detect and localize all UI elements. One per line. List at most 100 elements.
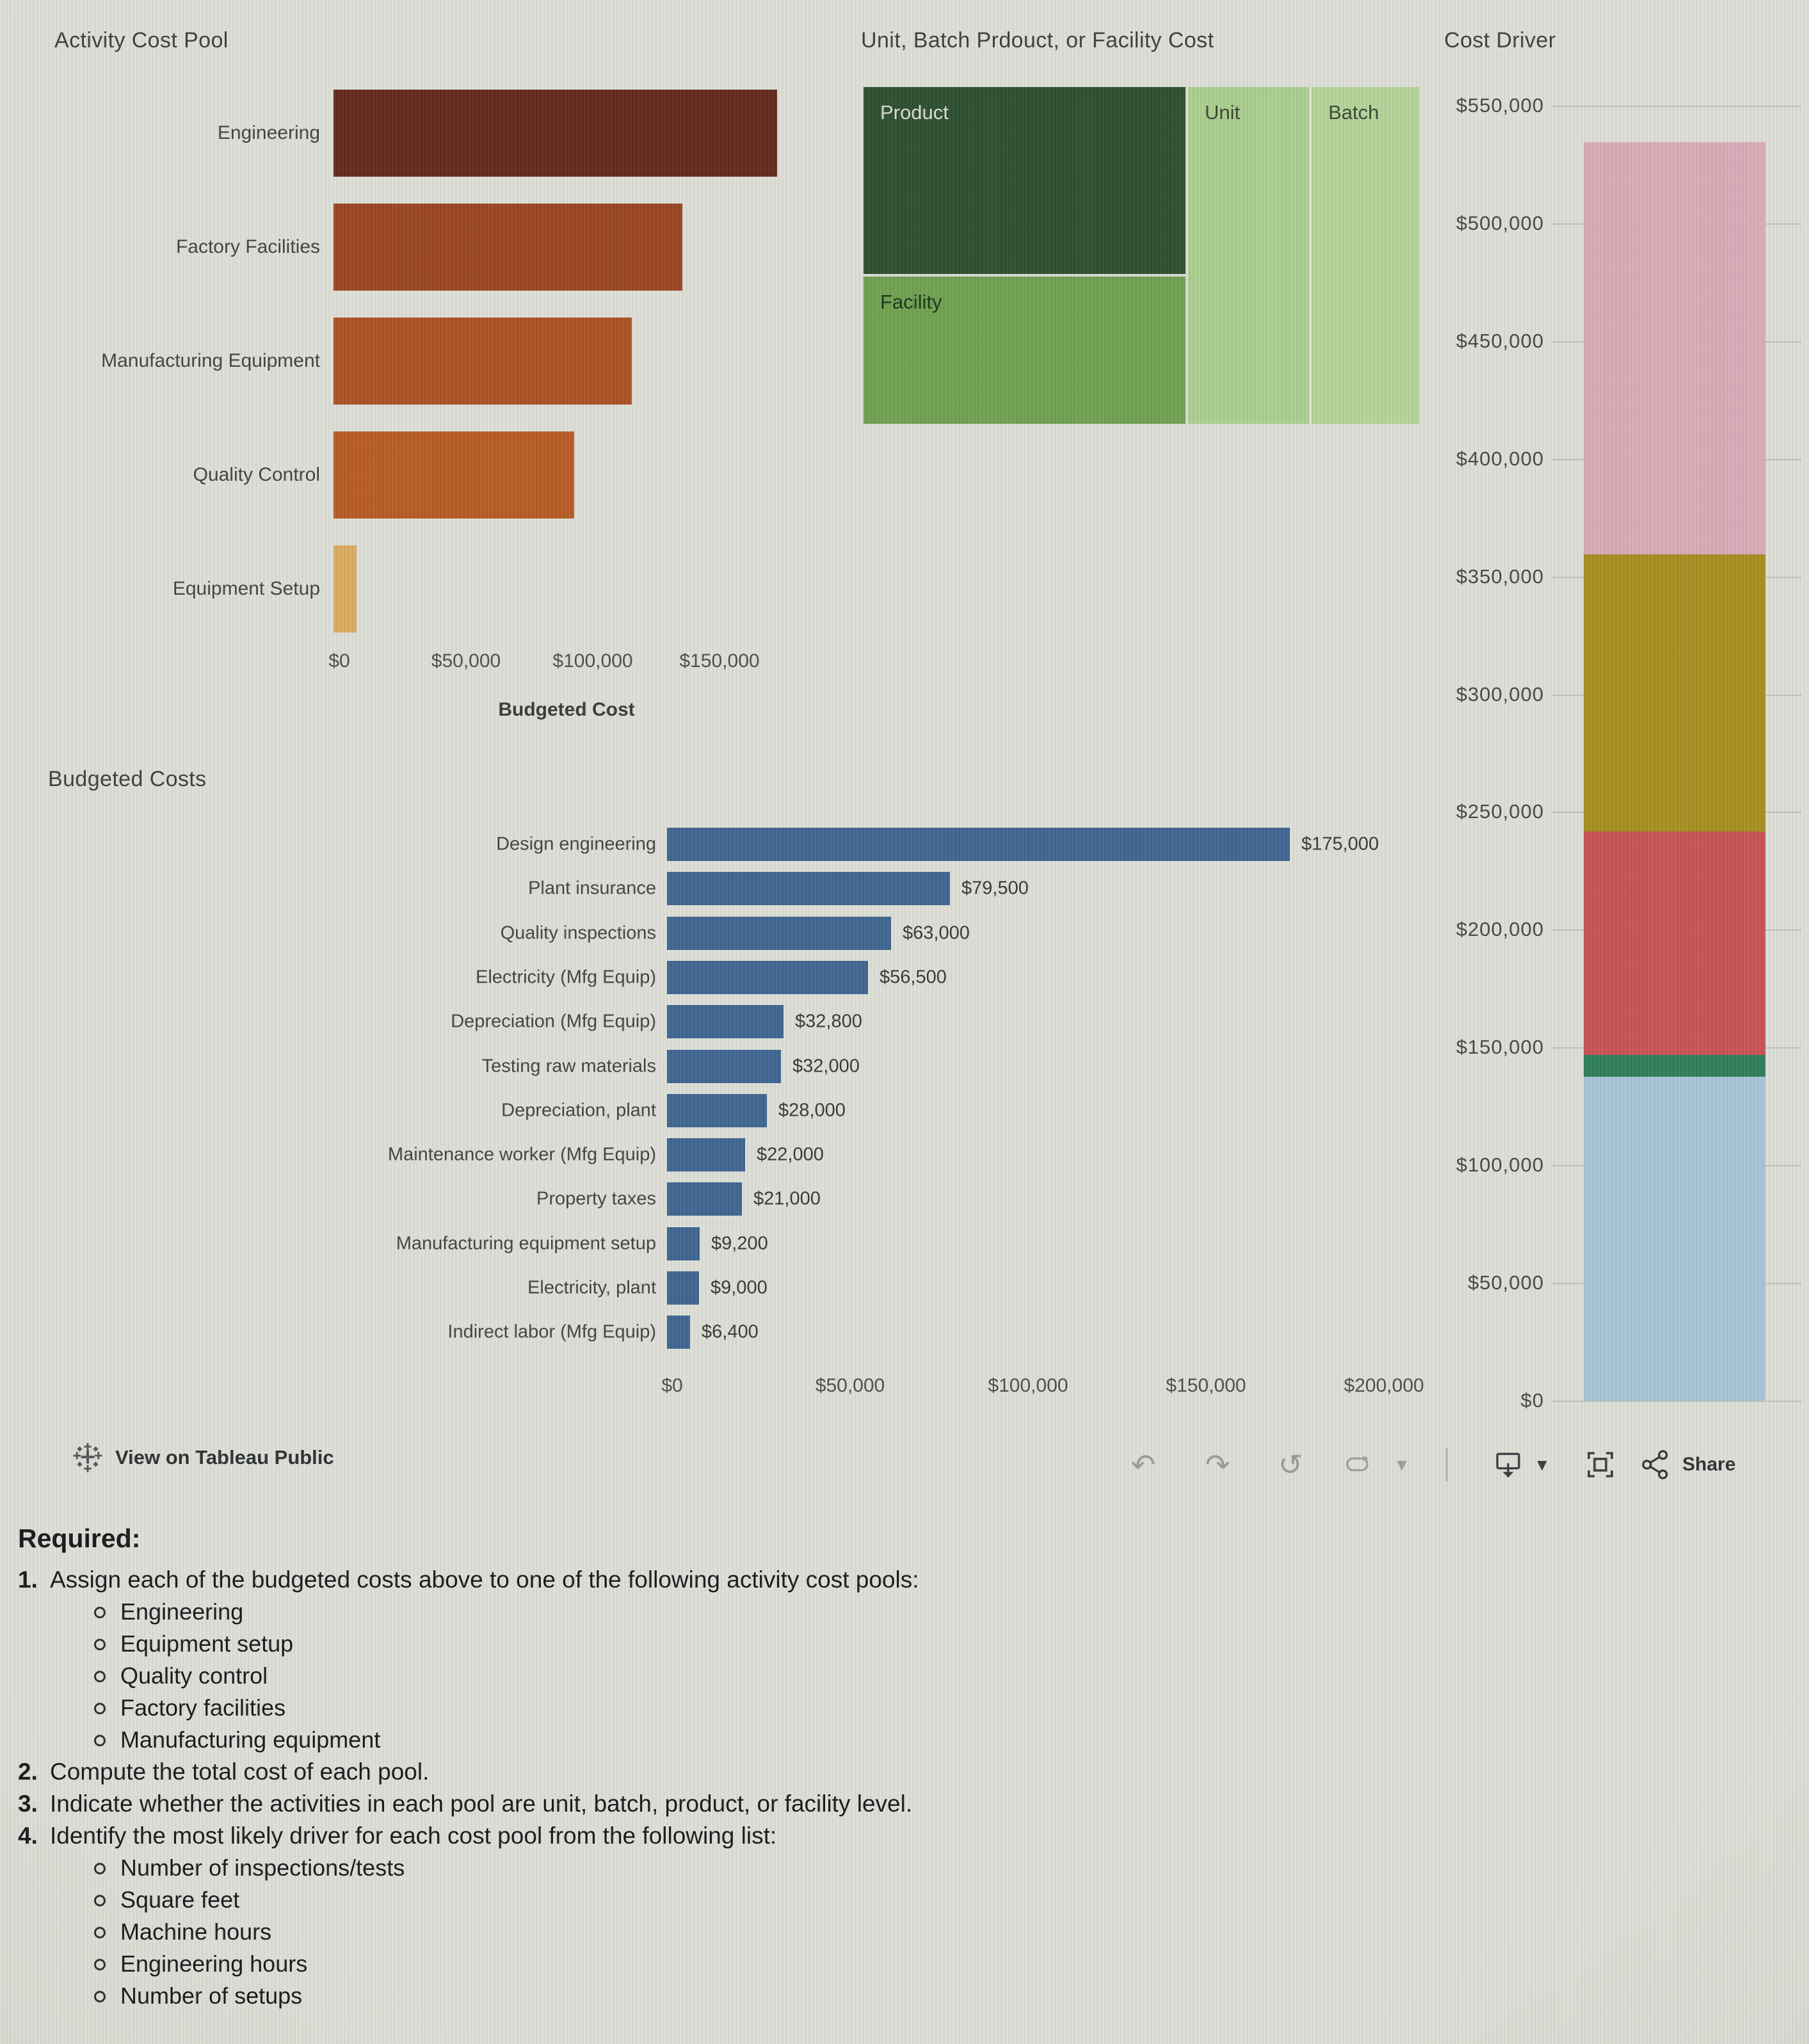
bar-label: Electricity, plant [527,1277,656,1298]
x-axis-title: Budgeted Cost [498,699,635,720]
bar-label: Depreciation (Mfg Equip) [451,1011,656,1032]
axis-tick: $550,000 [1456,94,1544,117]
bar-label: Indirect labor (Mfg Equip) [447,1321,656,1342]
treemap-cell[interactable] [864,277,1186,424]
required-item: 2. Compute the total cost of each pool. [18,1756,1785,1788]
refresh-icon[interactable] [1342,1448,1375,1481]
required-bullet-list: Engineering Equipment setup Quality contro… [18,1596,1785,1756]
bar[interactable] [667,1182,742,1216]
axis-tick: $300,000 [1456,683,1544,705]
gridline [1552,1401,1801,1402]
bar-label: Plant insurance [528,878,656,899]
axis-tick: $0 [328,650,350,672]
treemap-cell[interactable] [864,87,1186,274]
bar-label: Design engineering [496,833,656,855]
required-section: Required: 1. Assign each of the budgeted … [18,1524,1785,2012]
tableau-toolbar: View on Tableau Public ↶ ↷ ↺ ▼ ▼ [0,1433,1809,1497]
view-on-tableau-public-link[interactable]: View on Tableau Public [72,1442,334,1474]
value-label: $21,000 [753,1188,821,1209]
bar[interactable] [667,961,868,994]
treemap-cell[interactable] [1188,87,1309,424]
redo-icon[interactable]: ↷ [1205,1447,1230,1482]
required-item: 4. Identify the most likely driver for ea… [18,1820,1785,1852]
undo-icon[interactable]: ↶ [1130,1447,1156,1482]
bar[interactable] [667,1050,781,1083]
required-bullet-list: Number of inspections/tests Square feet Ma… [18,1852,1785,2012]
required-bullet: Engineering [18,1596,1785,1628]
share-icon [1642,1450,1668,1479]
required-bullet: Square feet [18,1884,1785,1916]
bar-label: Maintenance worker (Mfg Equip) [387,1144,656,1165]
gridline [1552,106,1801,107]
axis-tick: $50,000 [431,650,501,672]
required-bullet: Equipment setup [18,1628,1785,1660]
bar[interactable] [667,917,891,950]
axis-tick: $100,000 [1456,1154,1544,1176]
axis-tick: $50,000 [815,1375,885,1396]
treemap-cell[interactable] [1312,87,1419,424]
stack-segment[interactable] [1584,554,1765,832]
replay-icon[interactable]: ↺ [1278,1447,1303,1482]
stack-segment[interactable] [1584,142,1765,554]
required-item-number: 2. [18,1758,38,1785]
axis-tick: $450,000 [1456,330,1544,352]
bar[interactable] [667,1316,690,1349]
bar[interactable] [334,431,574,519]
required-bullet: Quality control [18,1660,1785,1692]
axis-tick: $200,000 [1456,918,1544,940]
bar[interactable] [667,1271,699,1305]
tableau-logo-icon [73,1443,102,1472]
required-item-number: 1. [18,1566,38,1593]
bar[interactable] [667,1227,700,1260]
value-label: $32,000 [792,1056,860,1077]
download-caret-icon[interactable]: ▼ [1537,1457,1547,1472]
required-bullet: Factory facilities [18,1692,1785,1724]
required-item-text: Compute the total cost of each pool. [50,1758,430,1785]
bar[interactable] [667,1138,745,1171]
value-label: $9,200 [711,1233,768,1254]
download-icon[interactable] [1491,1447,1525,1482]
share-label: Share [1682,1454,1736,1475]
bar[interactable] [667,1005,784,1038]
bar-label: Equipment Setup [172,578,320,599]
value-label: $79,500 [961,878,1029,899]
required-bullet: Machine hours [18,1916,1785,1948]
share-button[interactable]: Share [1640,1448,1735,1481]
axis-tick: $100,000 [988,1375,1068,1396]
bar[interactable] [334,545,357,632]
axis-tick: $150,000 [679,650,760,672]
required-item-text: Indicate whether the activities in each … [50,1791,913,1817]
axis-tick: $200,000 [1344,1375,1424,1396]
required-item-text: Identify the most likely driver for each… [50,1823,777,1849]
required-bullet: Engineering hours [18,1948,1785,1980]
refresh-caret-icon[interactable]: ▼ [1397,1457,1407,1472]
value-label: $32,800 [795,1011,862,1032]
bar-label: Quality Control [193,464,320,485]
stack-segment[interactable] [1584,1055,1765,1077]
value-label: $63,000 [903,922,970,944]
value-label: $56,500 [880,967,947,988]
required-item: 3. Indicate whether the activities in eac… [18,1788,1785,1820]
treemap-title: Unit, Batch Prdouct, or Facility Cost [861,28,1214,52]
bar[interactable] [334,204,682,291]
value-label: $9,000 [711,1277,768,1298]
bar[interactable] [334,318,632,405]
bar[interactable] [334,90,777,177]
bar-label: Engineering [217,122,320,143]
required-bullet: Number of setups [18,1980,1785,2012]
required-item-number: 4. [18,1823,38,1849]
bar-label: Electricity (Mfg Equip) [475,967,656,988]
bar[interactable] [667,828,1290,861]
axis-tick: $500,000 [1456,212,1544,234]
stack-segment[interactable] [1584,832,1765,1055]
required-item-text: Assign each of the budgeted costs above … [50,1566,919,1593]
bar[interactable] [667,872,950,905]
stack-segment[interactable] [1584,1077,1765,1401]
view-on-tableau-public-label: View on Tableau Public [115,1446,334,1469]
axis-tick: $250,000 [1456,800,1544,823]
required-bullet: Manufacturing equipment [18,1724,1785,1756]
fullscreen-icon[interactable] [1583,1447,1618,1482]
bar[interactable] [667,1094,767,1127]
treemap-cell-label: Product [880,101,949,124]
